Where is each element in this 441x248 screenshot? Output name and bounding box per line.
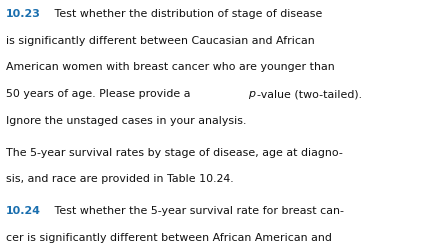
Text: Ignore the unstaged cases in your analysis.: Ignore the unstaged cases in your analys… <box>6 116 246 125</box>
Text: cer is significantly different between African American and: cer is significantly different between A… <box>6 233 332 243</box>
Text: is significantly different between Caucasian and African: is significantly different between Cauca… <box>6 36 314 46</box>
Text: 10.24: 10.24 <box>6 206 41 216</box>
Text: The 5-year survival rates by stage of disease, age at diagno-: The 5-year survival rates by stage of di… <box>6 148 343 157</box>
Text: 50 years of age. Please provide a: 50 years of age. Please provide a <box>6 89 194 99</box>
Text: 10.23: 10.23 <box>6 9 41 19</box>
Text: Test whether the 5-year survival rate for breast can-: Test whether the 5-year survival rate fo… <box>51 206 344 216</box>
Text: American women with breast cancer who are younger than: American women with breast cancer who ar… <box>6 62 334 72</box>
Text: -value (two-tailed).: -value (two-tailed). <box>258 89 363 99</box>
Text: p: p <box>248 89 255 99</box>
Text: sis, and race are provided in Table 10.24.: sis, and race are provided in Table 10.2… <box>6 174 233 184</box>
Text: Test whether the distribution of stage of disease: Test whether the distribution of stage o… <box>51 9 322 19</box>
